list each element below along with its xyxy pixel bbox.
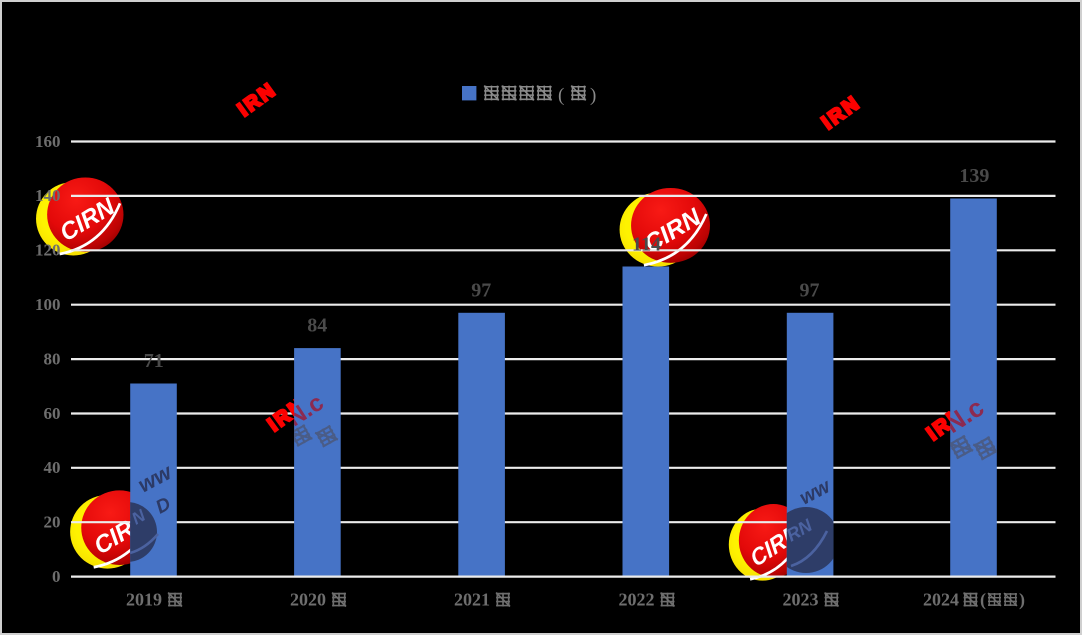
svg-text:80: 80	[44, 349, 61, 368]
svg-text:2020: 2020	[290, 590, 326, 610]
svg-text:100: 100	[35, 295, 61, 314]
svg-text:0: 0	[52, 567, 61, 586]
svg-text:2024: 2024	[923, 590, 959, 610]
svg-text:114: 114	[632, 234, 661, 256]
svg-text:(: (	[980, 590, 986, 611]
svg-text:2022: 2022	[619, 590, 655, 610]
svg-text:60: 60	[44, 404, 61, 423]
svg-text:2019: 2019	[126, 590, 162, 610]
svg-text:160: 160	[35, 132, 61, 151]
svg-text:(: (	[558, 85, 564, 106]
svg-text:20: 20	[44, 513, 61, 532]
svg-text:40: 40	[44, 458, 61, 477]
svg-text:140: 140	[35, 186, 61, 205]
svg-text:2023: 2023	[783, 590, 819, 610]
svg-text:84: 84	[307, 315, 327, 337]
svg-text:): )	[590, 85, 596, 106]
svg-text:2021: 2021	[454, 590, 490, 610]
svg-text:): )	[1019, 590, 1025, 611]
svg-text:120: 120	[35, 241, 61, 260]
svg-text:97: 97	[800, 279, 820, 301]
svg-text:139: 139	[959, 165, 989, 187]
svg-text:97: 97	[471, 279, 491, 301]
svg-text:71: 71	[144, 350, 164, 372]
